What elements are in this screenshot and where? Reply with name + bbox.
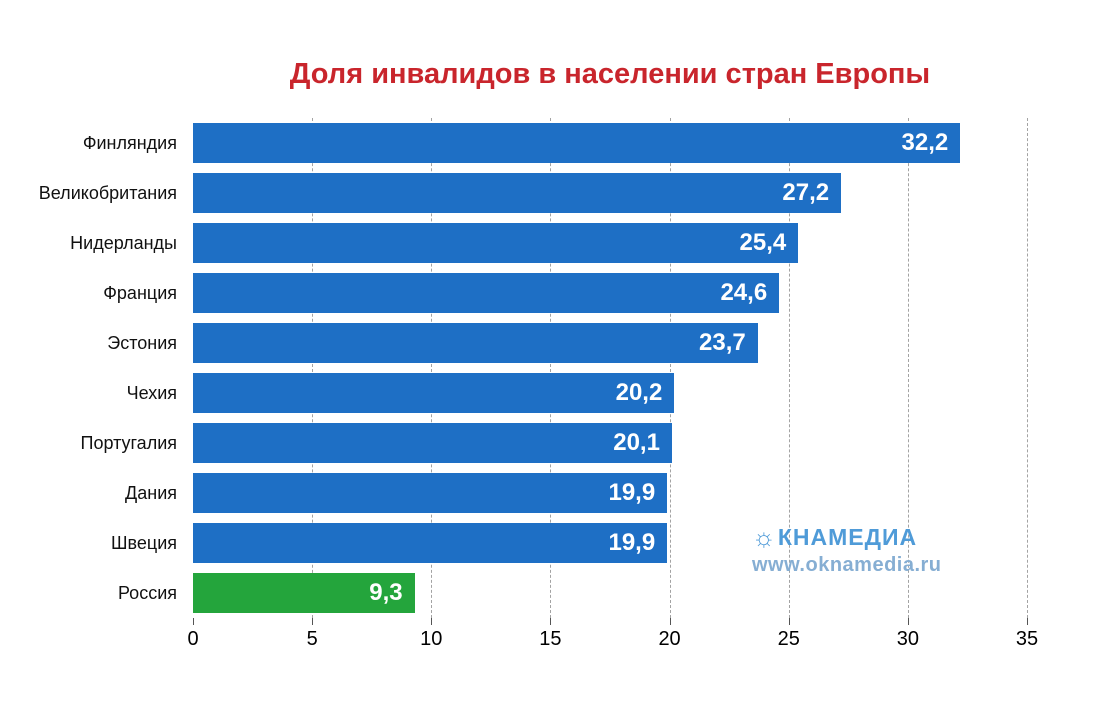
bar-Франция: 24,6: [193, 273, 780, 313]
bar-value-label: 19,9: [608, 479, 656, 506]
gridline: [1027, 118, 1028, 618]
bar-row: 20,2: [193, 373, 1027, 413]
bar-Эстония: 23,7: [193, 323, 758, 363]
bar-value-label: 32,2: [901, 129, 949, 156]
axis-tick-mark: [193, 618, 194, 625]
x-tick-label: 25: [777, 628, 800, 650]
x-tick-label: 10: [420, 628, 443, 650]
category-label: Франция: [103, 283, 177, 303]
x-tick-label: 35: [1015, 628, 1039, 650]
x-tick-label: 20: [658, 628, 681, 650]
bar-row: 9,3: [193, 573, 1027, 613]
axis-tick-mark: [788, 618, 790, 625]
gridline: [669, 118, 671, 618]
x-axis-labels: 0 5 10 15 20 25 30 35: [187, 628, 1038, 658]
category-label: Португалия: [80, 433, 178, 453]
gridline: [431, 118, 433, 618]
bar-value-label: 23,7: [699, 329, 746, 356]
category-label: Финляндия: [82, 133, 177, 153]
gridline: [907, 118, 909, 618]
bar-Россия: 9,3: [193, 573, 415, 613]
chart-title: Доля инвалидов в населении стран Европы: [289, 58, 931, 90]
bar-value-label: 20,2: [615, 379, 663, 406]
category-label: Швеция: [111, 533, 177, 553]
bar-value-label: 9,3: [369, 579, 403, 606]
bar-row: 27,2: [193, 173, 1027, 213]
bar-row: 25,4: [193, 223, 1027, 263]
bar-value-label: 19,9: [608, 529, 656, 556]
axis-tick-mark: [669, 618, 671, 625]
axis-tick-mark: [1027, 618, 1028, 625]
x-tick-label: 5: [306, 628, 318, 650]
bar-value-label: 20,1: [613, 429, 660, 456]
axis-tick-mark: [550, 618, 552, 625]
x-tick-label: 0: [187, 628, 199, 650]
gridline: [312, 118, 314, 618]
category-label: Чехия: [126, 383, 177, 403]
plot-area: 32,2 27,2 25,4 24,6 23,7 20,2 20,1 19,9 19,9 9,3: [193, 118, 1028, 625]
category-label: Великобритания: [38, 183, 177, 203]
bar-row: 19,9: [193, 523, 1027, 563]
axis-tick-mark: [431, 618, 433, 625]
bar-Португалия: 20,1: [193, 423, 672, 463]
bar-value-label: 24,6: [720, 279, 768, 306]
bar-Чехия: 20,2: [193, 373, 675, 413]
bar-Дания: 19,9: [193, 473, 668, 513]
gridline: [788, 118, 790, 618]
category-label: Эстония: [107, 333, 177, 353]
x-tick-label: 30: [896, 628, 919, 650]
bar-Великобритания: 27,2: [193, 173, 842, 213]
y-axis-labels: Финляндия Великобритания Нидерланды Франция…: [0, 118, 185, 618]
bar-row: 23,7: [193, 323, 1027, 363]
category-label: Дания: [125, 483, 177, 503]
x-tick-label: 15: [539, 628, 562, 650]
bar-value-label: 25,4: [739, 229, 787, 256]
bar-row: 24,6: [193, 273, 1027, 313]
category-label: Нидерланды: [70, 233, 177, 253]
bar-row: 19,9: [193, 473, 1027, 513]
bar-Швеция: 19,9: [193, 523, 668, 563]
axis-tick-mark: [312, 618, 314, 625]
gridline: [550, 118, 552, 618]
axis-tick-mark: [907, 618, 909, 625]
bar-value-label: 27,2: [782, 179, 830, 206]
bar-Финляндия: 32,2: [193, 123, 961, 163]
category-label: Россия: [117, 583, 177, 603]
bar-Нидерланды: 25,4: [193, 223, 799, 263]
bar-row: 32,2: [193, 123, 1027, 163]
bar-row: 20,1: [193, 423, 1027, 463]
